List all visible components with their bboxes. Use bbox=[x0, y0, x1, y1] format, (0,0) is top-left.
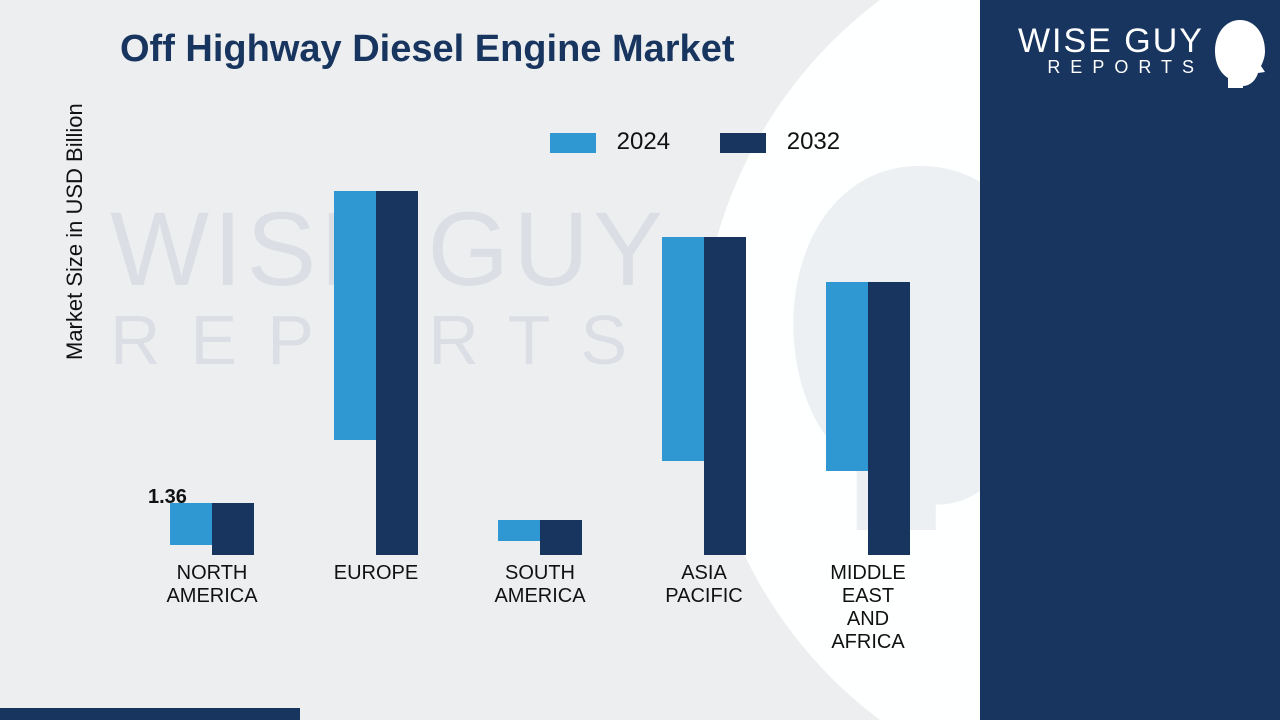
legend-label-2032: 2032 bbox=[787, 128, 840, 155]
y-axis-label: Market Size in USD Billion bbox=[62, 103, 88, 360]
brand-head-icon bbox=[1210, 18, 1270, 88]
legend-label-2024: 2024 bbox=[617, 128, 670, 155]
legend-swatch-2024 bbox=[550, 133, 596, 153]
legend-swatch-2032 bbox=[720, 133, 766, 153]
brand-line2: REPORTS bbox=[944, 57, 1204, 78]
bar-2032 bbox=[212, 503, 254, 556]
x-axis-label: MIDDLEEASTANDAFRICA bbox=[798, 562, 938, 654]
x-axis-label: SOUTHAMERICA bbox=[470, 562, 610, 608]
x-axis-label: ASIAPACIFIC bbox=[634, 562, 774, 608]
brand-logo: WISE GUY REPORTS bbox=[944, 22, 1204, 78]
legend-item-2024: 2024 bbox=[550, 128, 670, 156]
bar-group bbox=[808, 282, 928, 555]
bar-2024 bbox=[826, 282, 868, 471]
bar-group bbox=[644, 237, 764, 556]
bar-2024 bbox=[498, 520, 540, 541]
bar-2032 bbox=[540, 520, 582, 555]
bar-2032 bbox=[704, 237, 746, 556]
side-panel bbox=[980, 0, 1280, 720]
x-axis-label: EUROPE bbox=[306, 562, 446, 585]
plot-area: 1.36 bbox=[130, 170, 950, 556]
bar-2032 bbox=[868, 282, 910, 555]
x-axis-label: NORTHAMERICA bbox=[142, 562, 282, 608]
bar-2024 bbox=[334, 191, 376, 440]
legend-item-2032: 2032 bbox=[720, 128, 840, 156]
chart-title: Off Highway Diesel Engine Market bbox=[120, 28, 734, 71]
canvas: WISE GUY REPORTS WISE GUY REPORTS Off Hi… bbox=[0, 0, 1280, 720]
chart-area: 1.36 NORTHAMERICAEUROPESOUTHAMERICAASIAP… bbox=[100, 170, 960, 600]
bar-group bbox=[316, 191, 436, 555]
bar-value-label: 1.36 bbox=[148, 486, 187, 509]
bottom-accent-strip bbox=[0, 708, 300, 720]
legend: 2024 2032 bbox=[550, 128, 840, 156]
bar-2024 bbox=[662, 237, 704, 461]
brand-line1: WISE GUY bbox=[944, 22, 1204, 61]
bar-2032 bbox=[376, 191, 418, 555]
x-axis-labels: NORTHAMERICA EUROPE SOUTHAMERICA ASIAPACIFI… bbox=[130, 562, 950, 682]
bar-group bbox=[152, 503, 272, 556]
bar-group bbox=[480, 520, 600, 555]
